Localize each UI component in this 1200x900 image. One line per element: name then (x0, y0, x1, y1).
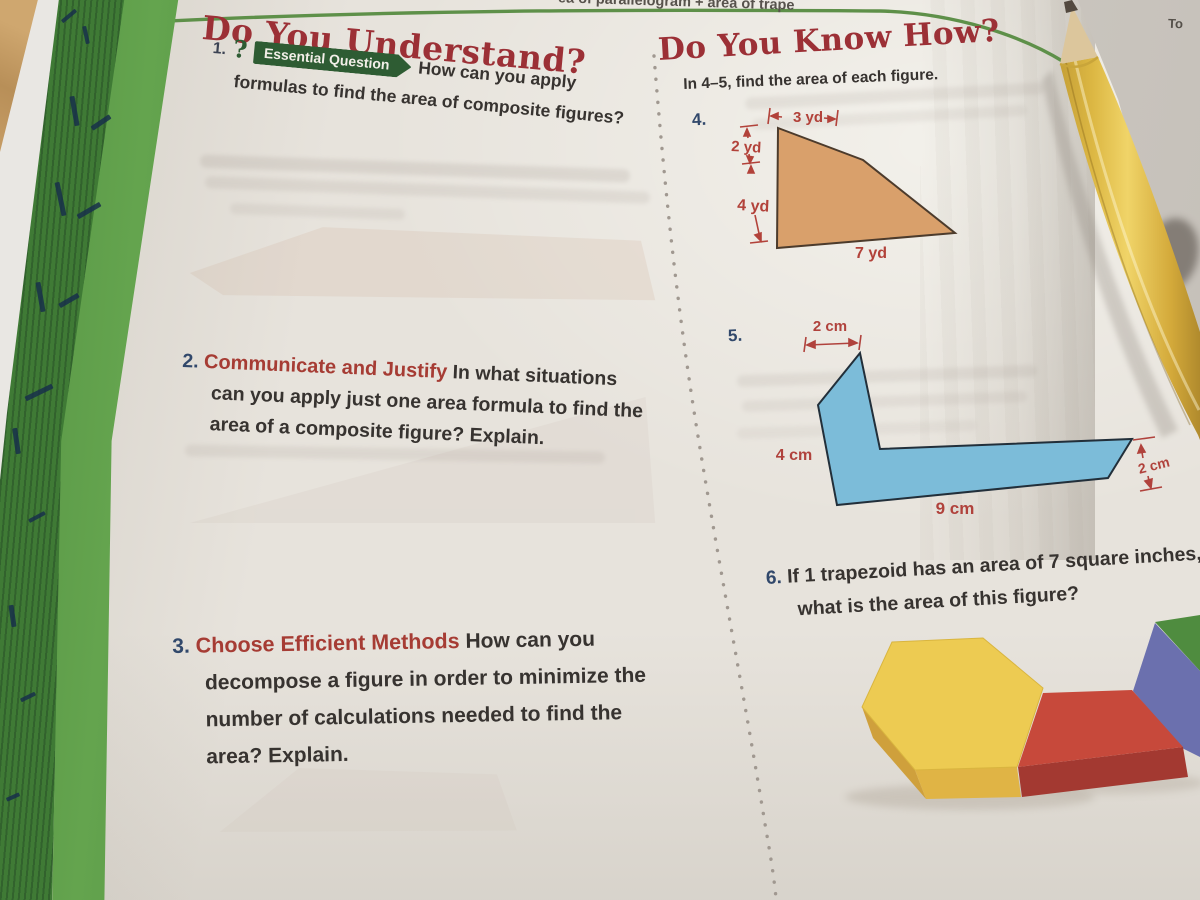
question-3: 3. Choose Efficient Methods How can you … (172, 619, 695, 776)
figure-4-polygon (775, 126, 958, 250)
pencil-graphite-tip (1064, 0, 1078, 13)
figure-4-label-bottom: 7 yd (855, 245, 887, 262)
yellow-hexagon-block-side (862, 707, 926, 799)
next-page-corner-text: To (1167, 15, 1184, 32)
figure-5-label-top: 2 cm (813, 318, 847, 335)
yellow-hexagon-block (861, 637, 1044, 771)
figure-4-composite-shape: 3 yd 2 yd 4 yd 7 yd (731, 107, 958, 262)
ghost-text-line (229, 202, 406, 221)
question-2-number: 2. (181, 349, 200, 373)
yellow-hexagon-block-side (915, 767, 1021, 799)
knowhow-title: Do You Know How? (657, 12, 1001, 68)
green-block (1155, 615, 1200, 671)
figure-5-l-shape: 2 cm 4 cm 9 cm 2 cm (776, 318, 1171, 518)
question-3-lead: Choose Efficient Methods (195, 628, 460, 658)
figure-5-label-bottom: 9 cm (936, 499, 975, 518)
question-1-number: 1. (212, 39, 227, 58)
purple-rhombus-block (1133, 623, 1200, 757)
figure-5-polygon (816, 350, 1134, 507)
figure-4-label-lower-left: 4 yd (737, 197, 770, 216)
question-3-number: 3. (172, 634, 191, 658)
question-3-text: area? Explain. (206, 742, 349, 769)
question-6-number: 6. (765, 567, 783, 589)
question-2: 2. Communicate and Justify In what situa… (179, 346, 702, 461)
question-2-lead: Communicate and Justify (203, 350, 448, 384)
red-trapezoid-block (1018, 690, 1183, 767)
figure-4-label-upper-left: 2 yd (731, 138, 762, 157)
figure-5-label-left: 4 cm (776, 447, 812, 464)
question-2-text: In what situations (452, 361, 618, 391)
pencil-paint-collar (1059, 56, 1099, 69)
figure-5-label-right: 2 cm (1136, 454, 1171, 477)
figure-4-label-top: 3 yd (793, 109, 823, 126)
question-mark-icon: ? (231, 33, 249, 65)
pattern-blocks-figure (845, 615, 1200, 810)
ghost-trapezoid (189, 227, 656, 301)
red-trapezoid-block-side (1018, 747, 1188, 797)
top-strip-text: ea of parallelogram + area of trape (557, 0, 795, 14)
question-3-text: How can you (465, 627, 596, 653)
question-5-number: 5. (727, 325, 743, 346)
